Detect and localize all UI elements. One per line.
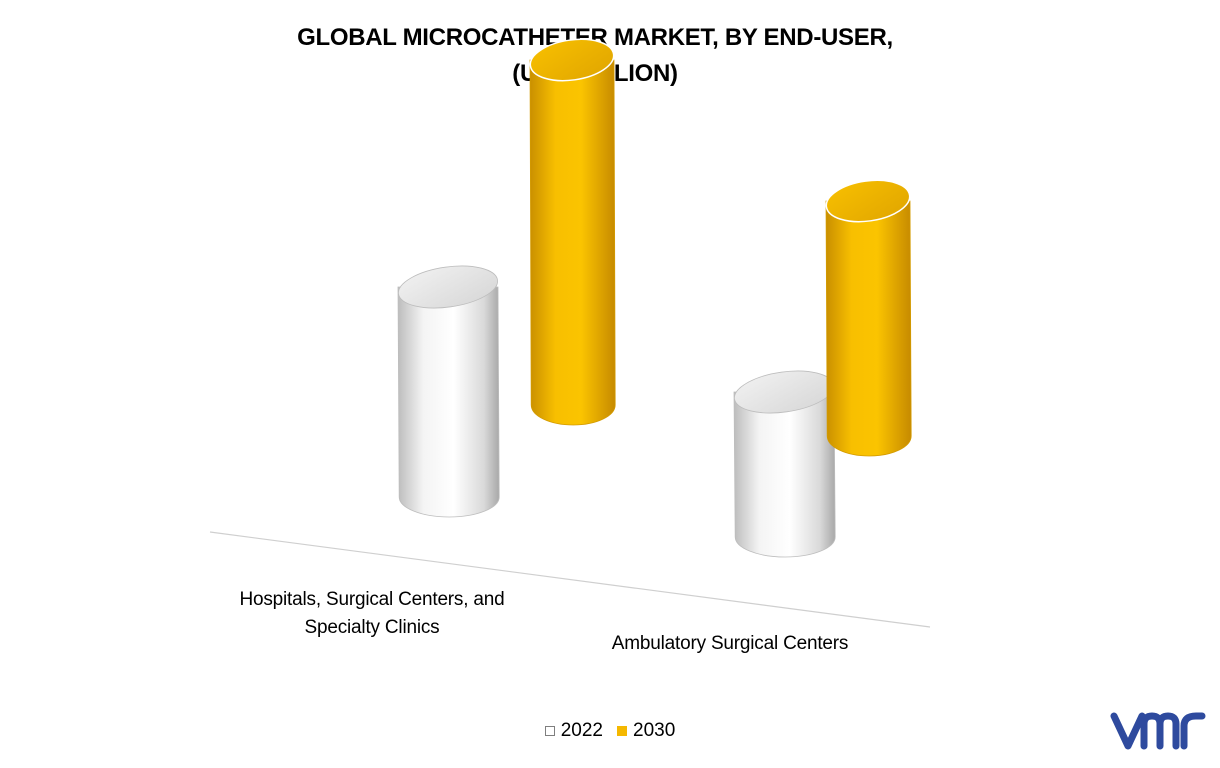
bars-layer xyxy=(397,38,912,558)
legend-swatch-2030 xyxy=(617,726,627,736)
bar-2022-hospitals xyxy=(397,265,500,518)
bar-body-2030 xyxy=(825,200,912,457)
bar-body-2030 xyxy=(529,59,616,426)
bar-body-2022 xyxy=(733,391,836,558)
category-label-hospitals: Hospitals, Surgical Centers, and Special… xyxy=(239,589,505,638)
legend: 2022 2030 xyxy=(0,720,1220,742)
legend-item-2030: 2030 xyxy=(617,720,675,742)
bar-2022-ambulatory xyxy=(733,370,836,558)
legend-swatch-2022 xyxy=(544,726,555,736)
bar-2030-ambulatory xyxy=(825,179,912,457)
bar-body-2022 xyxy=(397,286,500,518)
legend-item-2022: 2022 xyxy=(544,720,603,742)
bar-top-2022 xyxy=(398,265,498,309)
legend-label-2030: 2030 xyxy=(633,720,676,741)
x-axis-baseline xyxy=(209,531,931,628)
vmr-logo xyxy=(1110,712,1206,750)
bar-top-2030 xyxy=(529,38,615,82)
legend-label-2022: 2022 xyxy=(560,720,603,741)
bar-2030-hospitals xyxy=(529,38,616,426)
bar-top-2030 xyxy=(825,179,911,223)
category-label-ambulatory: Ambulatory Surgical Centers xyxy=(611,633,849,654)
